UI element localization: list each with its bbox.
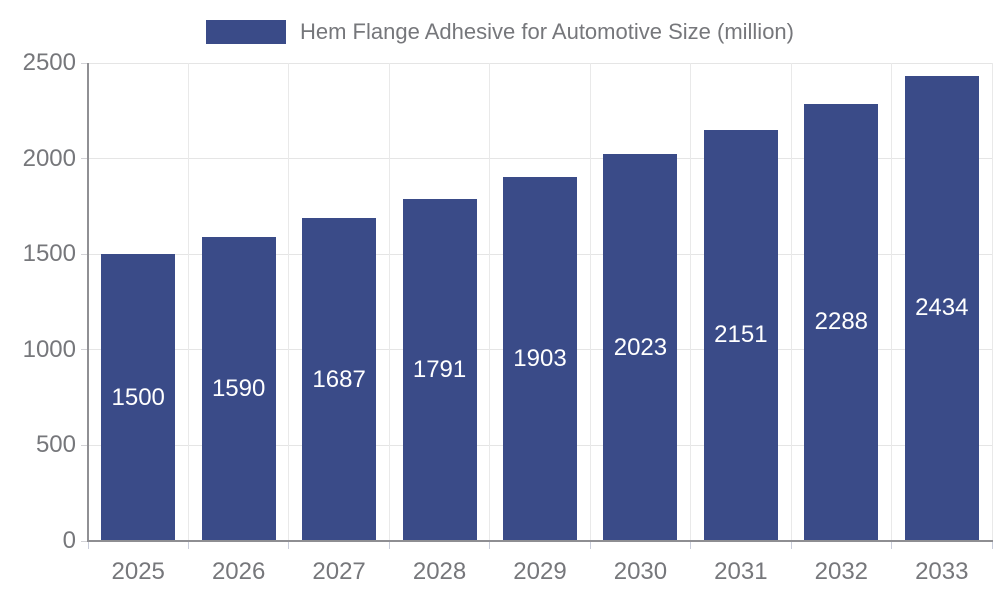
y-axis-tick: [81, 349, 88, 351]
x-axis-line: [87, 540, 993, 542]
gridline-horizontal: [88, 158, 992, 160]
bar-2032[interactable]: [804, 103, 879, 541]
y-axis-line: [87, 63, 89, 541]
x-axis-tick: [388, 541, 390, 549]
bar-value-label: 2151: [714, 321, 768, 349]
legend-swatch: [206, 20, 286, 44]
bar-2028[interactable]: [402, 198, 477, 541]
x-axis-label: 2025: [111, 558, 165, 585]
gridline-vertical: [589, 63, 591, 541]
x-axis-tick: [991, 541, 993, 549]
x-axis-tick: [690, 541, 692, 549]
gridline-vertical: [388, 63, 390, 541]
gridline-vertical: [991, 63, 993, 541]
bar-2026[interactable]: [201, 236, 276, 541]
bar-2025[interactable]: [101, 254, 176, 541]
legend-label: Hem Flange Adhesive for Automotive Size …: [300, 19, 794, 44]
gridline-vertical: [690, 63, 692, 541]
x-axis-tick: [589, 541, 591, 549]
x-axis-tick: [489, 541, 491, 549]
gridline-horizontal: [88, 62, 992, 64]
bar-value-label: 1903: [513, 345, 567, 373]
gridline-vertical: [489, 63, 491, 541]
y-axis-label: 0: [62, 527, 76, 554]
bar-value-label: 1500: [111, 383, 165, 411]
gridline-vertical: [288, 63, 290, 541]
x-axis-label: 2027: [312, 558, 366, 585]
x-axis-label: 2033: [915, 558, 969, 585]
gridline-vertical: [187, 63, 189, 541]
bar-2033[interactable]: [904, 75, 979, 541]
bar-value-label: 1590: [211, 374, 266, 402]
y-axis-tick: [81, 444, 88, 446]
y-axis-tick: [81, 253, 88, 255]
x-axis-label: 2031: [714, 558, 768, 585]
y-axis-tick: [81, 62, 88, 64]
x-axis-label: 2032: [814, 558, 869, 585]
gridline-vertical: [891, 63, 893, 541]
bar-value-label: 2023: [613, 333, 668, 361]
legend[interactable]: Hem Flange Adhesive for Automotive Size …: [0, 19, 1000, 45]
bar-value-label: 1687: [312, 365, 366, 393]
y-axis-label: 1000: [22, 335, 76, 363]
gridline-vertical: [790, 63, 792, 541]
x-axis-tick: [187, 541, 189, 549]
bar-value-label: 2434: [915, 294, 969, 322]
bar-value-label: 2288: [814, 308, 869, 336]
bar-2030[interactable]: [603, 154, 678, 541]
x-axis-label: 2029: [513, 558, 567, 585]
y-axis-label: 2500: [22, 49, 76, 76]
x-axis-tick: [288, 541, 290, 549]
y-axis-label: 1500: [22, 240, 76, 268]
bar-value-label: 1791: [412, 355, 467, 383]
x-axis-tick: [790, 541, 792, 549]
x-axis-tick: [87, 541, 89, 549]
bar-2031[interactable]: [703, 129, 778, 541]
x-axis-label: 2030: [613, 558, 668, 585]
y-axis-label: 2000: [22, 144, 76, 172]
y-axis-tick: [81, 540, 88, 542]
y-axis-label: 500: [35, 431, 76, 459]
x-axis-label: 2026: [211, 558, 266, 585]
bar-2029[interactable]: [503, 177, 577, 541]
x-axis-tick: [891, 541, 893, 549]
x-axis-label: 2028: [412, 558, 467, 585]
bar-2027[interactable]: [302, 218, 377, 541]
y-axis-tick: [81, 158, 88, 160]
